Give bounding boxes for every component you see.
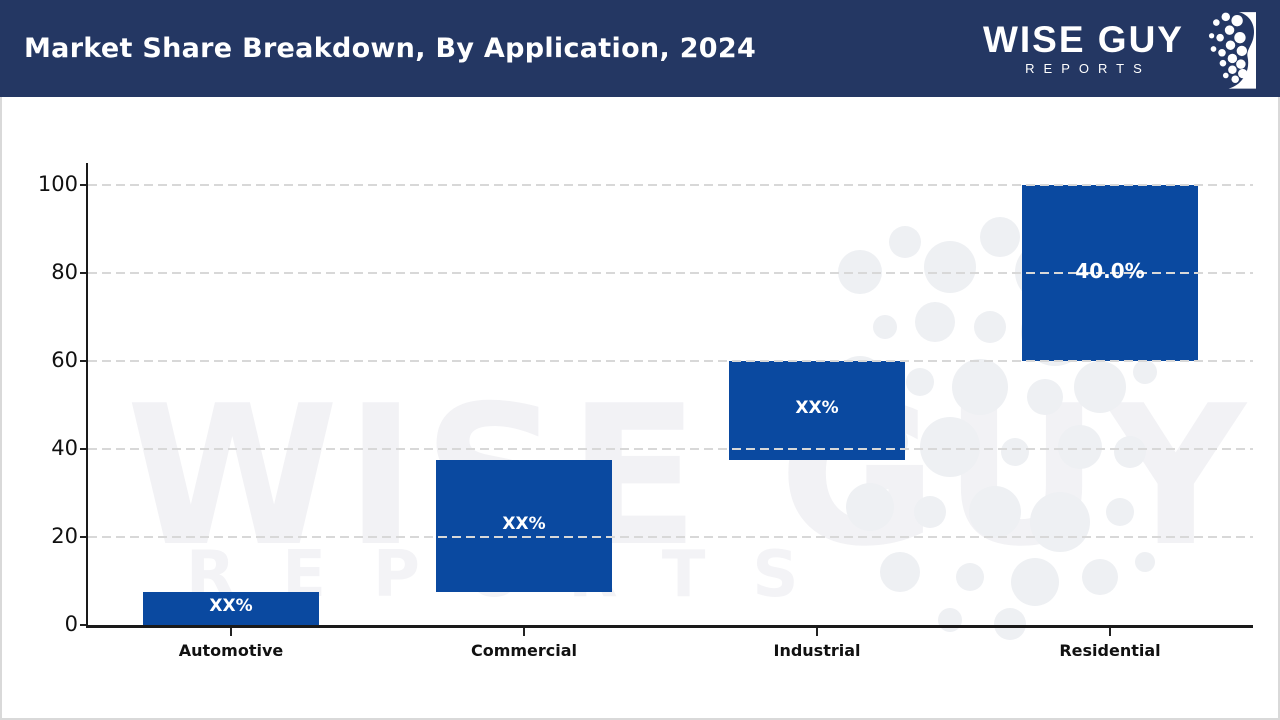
bar-value-label: XX% (502, 513, 546, 534)
logo-subtitle: REPORTS (1025, 61, 1151, 76)
y-tick-mark (80, 448, 88, 450)
wise-guy-logo: WISE GUY REPORTS (983, 8, 1256, 90)
x-category-label: Automotive (178, 641, 284, 660)
x-tick-mark (523, 628, 525, 636)
y-tick-label: 80 (51, 260, 78, 284)
y-gridline (88, 536, 1253, 538)
bar-value-label: XX% (795, 398, 839, 419)
y-tick-mark (80, 272, 88, 274)
x-category-label: Commercial (470, 641, 578, 660)
y-tick-label: 60 (51, 348, 78, 372)
y-tick-mark (80, 536, 88, 538)
chart-plot-area: WISE GUY REPORTS 020406080100XX%Automoti… (0, 97, 1280, 720)
y-gridline (88, 360, 1253, 362)
bar-value-label: XX% (209, 596, 253, 617)
logo-face-icon (1208, 11, 1256, 89)
page-title: Market Share Breakdown, By Application, … (24, 33, 757, 64)
chart-bar (436, 460, 612, 592)
x-axis-spine (86, 625, 1253, 628)
header-bar: Market Share Breakdown, By Application, … (0, 0, 1280, 97)
x-tick-mark (1109, 628, 1111, 636)
y-gridline (88, 448, 1253, 450)
y-axis-spine (86, 163, 88, 627)
chart-bar (143, 592, 319, 625)
y-gridline (88, 272, 1253, 274)
y-tick-mark (80, 624, 88, 626)
y-tick-label: 40 (51, 436, 78, 460)
y-tick-mark (80, 184, 88, 186)
x-tick-mark (816, 628, 818, 636)
y-tick-label: 20 (51, 524, 78, 548)
x-category-label: Residential (1059, 641, 1161, 660)
y-gridline (88, 184, 1253, 186)
y-tick-mark (80, 360, 88, 362)
y-tick-label: 100 (37, 172, 78, 196)
bar-value-label: 40.0% (1075, 258, 1145, 283)
chart-bar (729, 361, 905, 460)
x-tick-mark (230, 628, 232, 636)
logo-text: WISE GUY REPORTS (983, 21, 1184, 76)
y-tick-label: 0 (64, 612, 78, 636)
x-category-label: Industrial (773, 641, 861, 660)
logo-wordmark: WISE GUY (982, 19, 1184, 60)
